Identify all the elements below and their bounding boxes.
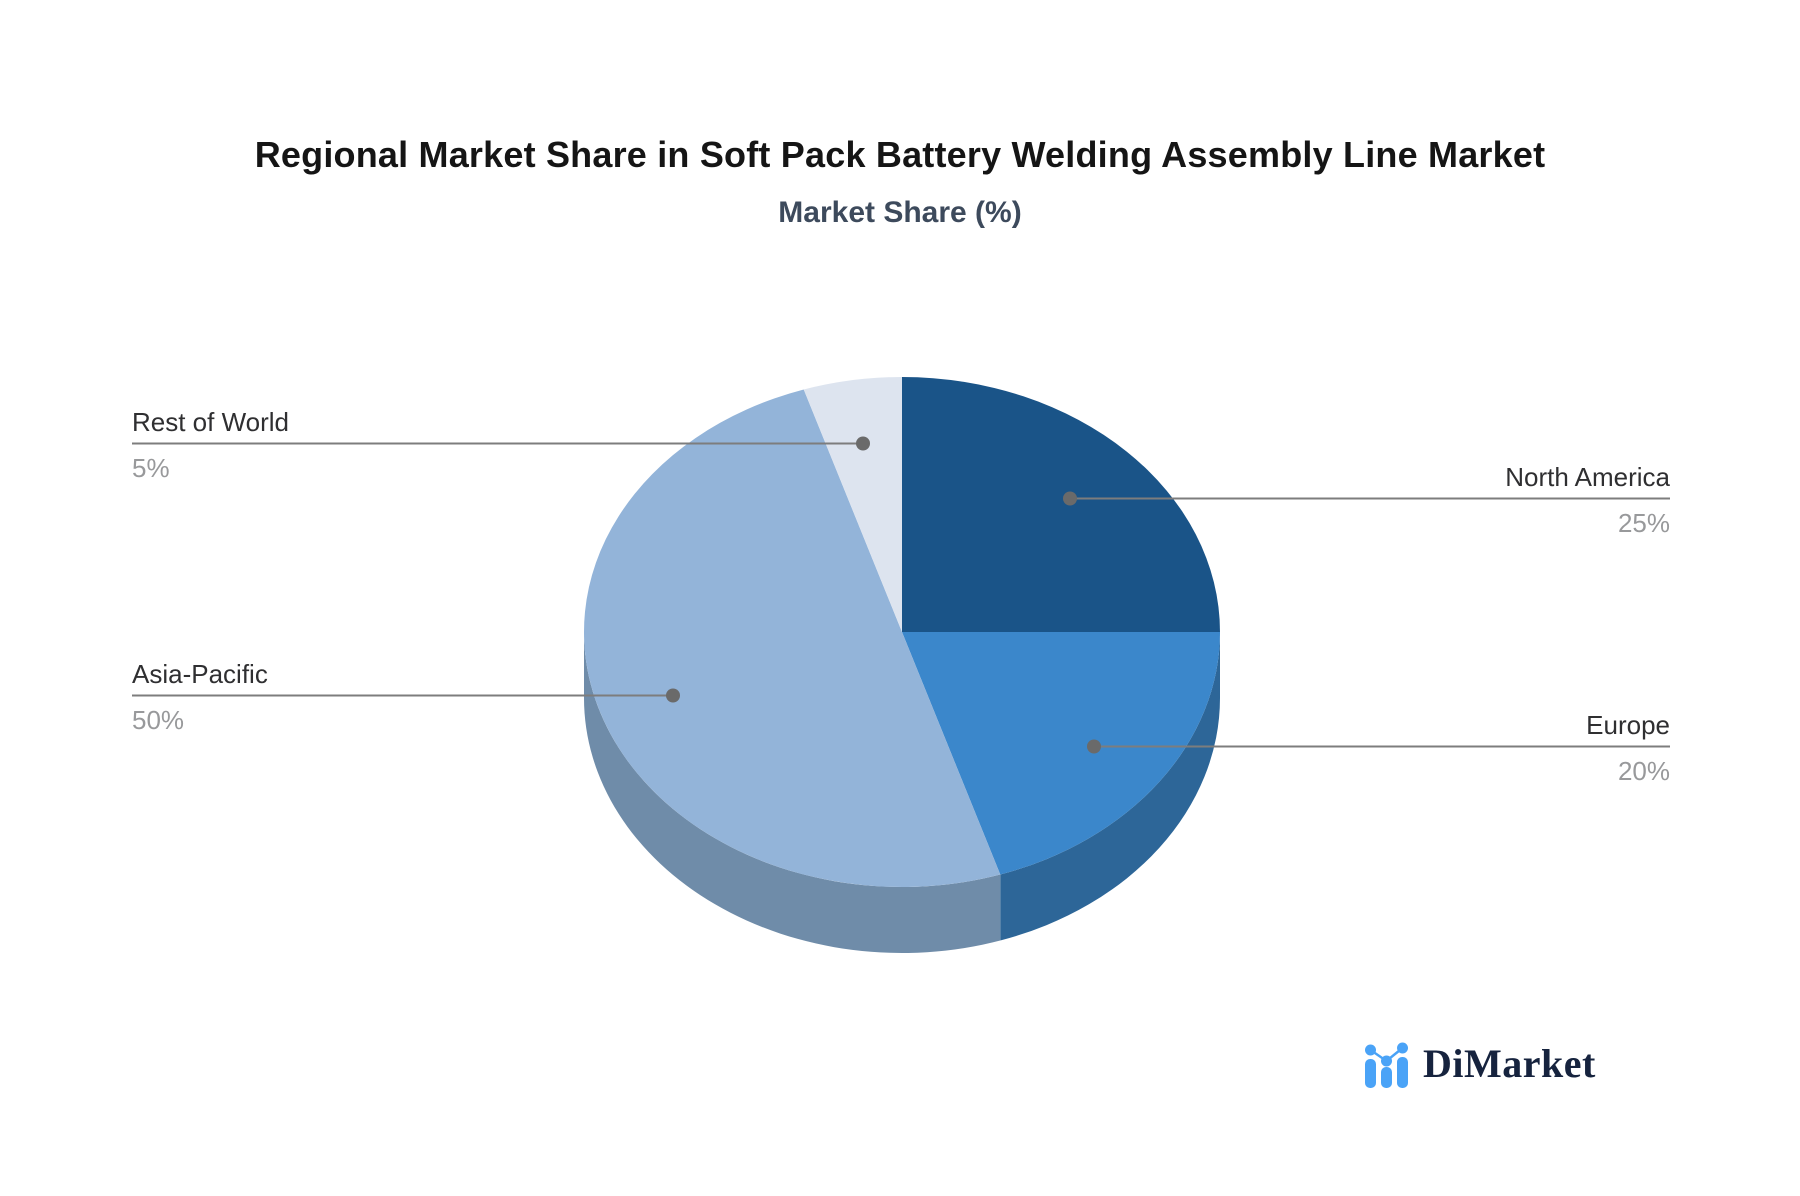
slice-label-name: North America <box>1505 462 1670 492</box>
slice-label-name: Europe <box>1586 710 1670 740</box>
dimarket-logo: DiMarket <box>1363 1040 1596 1088</box>
pie-slice-rest-of-world[interactable] <box>803 377 902 632</box>
logo-text: DiMarket <box>1423 1041 1596 1086</box>
slice-label-percent: 20% <box>1617 756 1670 786</box>
pie-slice-europe[interactable] <box>902 632 1220 875</box>
slice-label-percent: 50% <box>132 705 185 735</box>
pie-slice-asia-pacific[interactable] <box>583 389 1001 888</box>
pie-slice-north-america[interactable] <box>902 377 1220 632</box>
bar-line-chart-icon <box>1365 1042 1408 1088</box>
slice-label-name: Rest of World <box>132 407 290 437</box>
leader-dot-north-america <box>1063 491 1077 506</box>
slice-label-percent: 5% <box>132 453 170 483</box>
chart-subtitle: Market Share (%) <box>778 196 1022 229</box>
slice-label-europe: Europe 20% <box>1170 709 1670 787</box>
pie-rim-asia-pacific <box>583 632 1001 954</box>
slice-label-name: Asia-Pacific <box>132 659 268 689</box>
pie-rim-europe <box>1000 632 1220 941</box>
leader-dot-asia-pacific <box>666 688 680 703</box>
leader-dot-europe <box>1087 739 1101 754</box>
chart-title: Regional Market Share in Soft Pack Batte… <box>254 134 1546 175</box>
slice-label-rest-of-world: Rest of World 5% <box>132 406 289 484</box>
slice-label-north-america: North America 25% <box>1170 461 1670 539</box>
slice-label-asia-pacific: Asia-Pacific 50% <box>132 658 268 736</box>
leader-dot-rest-of-world <box>856 436 870 451</box>
slice-label-percent: 25% <box>1617 508 1670 538</box>
